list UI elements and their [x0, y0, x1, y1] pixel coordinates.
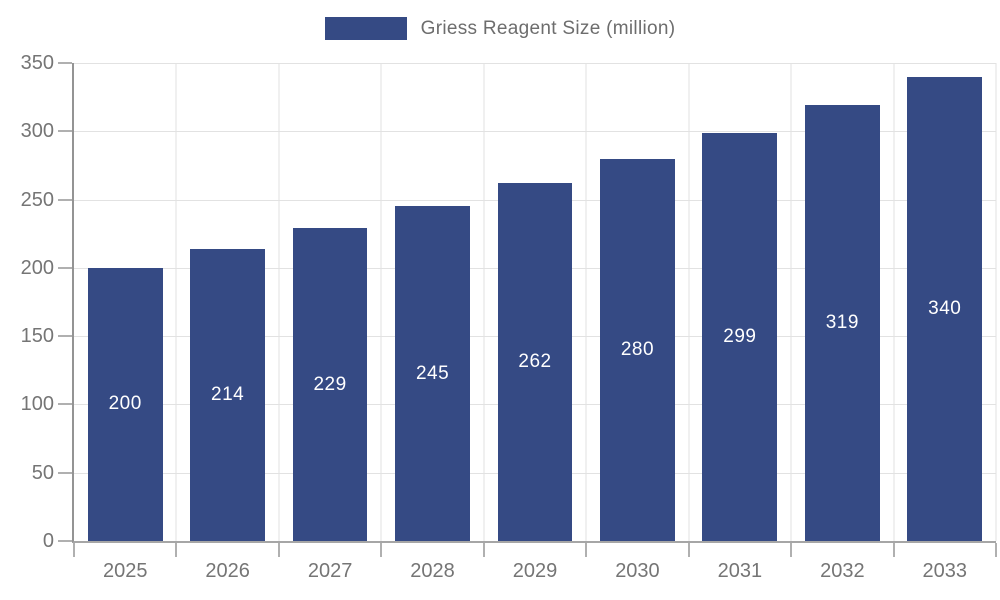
- y-tickmark: [58, 471, 72, 474]
- gridline-vertical: [893, 63, 895, 541]
- x-tick-label: 2025: [102, 560, 148, 582]
- bar-slot-2031: 299: [689, 63, 791, 541]
- bar-2033: 340: [907, 76, 983, 541]
- bar-slot-2029: 262: [484, 63, 586, 541]
- y-tick-label: 350: [20, 52, 54, 74]
- bar-2028: 245: [395, 206, 470, 541]
- bar-2029: 262: [497, 183, 573, 541]
- x-tickmark: [687, 543, 690, 557]
- bar-value-label: 245: [415, 362, 450, 384]
- x-tick-label: 2028: [410, 560, 455, 582]
- gridline-vertical: [585, 63, 587, 541]
- gridline-horizontal: [74, 63, 996, 64]
- bar-slot-2025: 200: [74, 63, 176, 541]
- x-tickmark: [175, 543, 178, 557]
- gridline-vertical: [175, 63, 177, 541]
- y-tickmark: [58, 403, 72, 406]
- legend-label: Griess Reagent Size (million): [420, 17, 676, 39]
- x-tick-label: 2027: [307, 560, 353, 582]
- x-tickmark: [482, 543, 485, 557]
- x-tick-label: 2031: [717, 560, 763, 582]
- x-axis-labels: 2025 2026 2027 2028 2029 2030 2031 2032 2033: [74, 557, 996, 587]
- x-tickmark: [380, 543, 383, 557]
- y-tickmark: [58, 62, 72, 64]
- legend-swatch: [324, 17, 407, 40]
- gridline-vertical: [380, 63, 382, 541]
- gridline-vertical: [688, 63, 690, 541]
- y-tickmark: [58, 198, 72, 201]
- bar-2030: 280: [600, 158, 675, 541]
- x-axis-tickmarks: [73, 541, 997, 557]
- gridline-vertical: [995, 63, 997, 541]
- gridline-vertical: [278, 63, 280, 541]
- gridline-vertical: [790, 63, 792, 541]
- y-tickmark: [58, 266, 72, 269]
- bar-value-label: 299: [723, 325, 757, 347]
- bar-2026: 214: [190, 248, 266, 541]
- x-tickmark: [277, 543, 280, 557]
- y-tick-label: 50: [31, 461, 54, 484]
- y-tickmark: [58, 540, 72, 542]
- x-tick-label: 2033: [922, 560, 968, 582]
- x-tick-label: 2032: [820, 560, 865, 582]
- bar-2032: 319: [804, 105, 880, 541]
- y-tick-label: 150: [20, 325, 54, 348]
- bar-value-label: 340: [928, 297, 962, 319]
- bar-value-label: 262: [518, 351, 552, 373]
- x-tickmark: [892, 543, 895, 557]
- bar-slot-2033: 340: [894, 63, 996, 541]
- bar-value-label: 214: [211, 383, 245, 405]
- bar-value-label: 200: [108, 393, 142, 415]
- gridline-horizontal: [74, 131, 996, 133]
- y-tick-label: 200: [20, 256, 54, 279]
- bar-value-label: 319: [825, 312, 859, 334]
- bar-2027: 229: [292, 228, 368, 541]
- bar-2025: 200: [87, 267, 163, 541]
- legend: Griess Reagent Size (million): [0, 17, 1000, 40]
- bar-2031: 299: [702, 132, 778, 541]
- y-tickmark: [58, 130, 72, 133]
- x-tick-label: 2026: [205, 560, 250, 582]
- y-tick-label: 250: [20, 188, 54, 211]
- x-tickmark: [790, 543, 793, 557]
- bar-value-label: 280: [620, 338, 655, 360]
- bar-slot-2026: 214: [176, 63, 278, 541]
- x-tick-label: 2030: [615, 560, 660, 582]
- y-axis-tickmarks: [58, 62, 72, 542]
- plot-area: 200 214 229 245 262 280 299 319 340: [72, 63, 997, 543]
- bar-slot-2027: 229: [279, 63, 381, 541]
- y-axis-labels: 0 50 100 150 200 250 300 350: [0, 52, 54, 552]
- bar-slot-2028: 245: [381, 63, 483, 541]
- bar-slot-2032: 319: [791, 63, 893, 541]
- bar-value-label: 229: [313, 373, 347, 395]
- y-tickmark: [58, 335, 72, 338]
- y-tick-label: 100: [20, 393, 54, 416]
- y-tick-label: 0: [42, 530, 54, 552]
- x-tickmark: [73, 543, 75, 557]
- x-tickmark: [995, 543, 997, 557]
- x-tick-label: 2029: [512, 560, 558, 582]
- bar-slot-2030: 280: [586, 63, 688, 541]
- x-tickmark: [585, 543, 588, 557]
- y-tick-label: 300: [20, 120, 54, 143]
- gridline-vertical: [483, 63, 485, 541]
